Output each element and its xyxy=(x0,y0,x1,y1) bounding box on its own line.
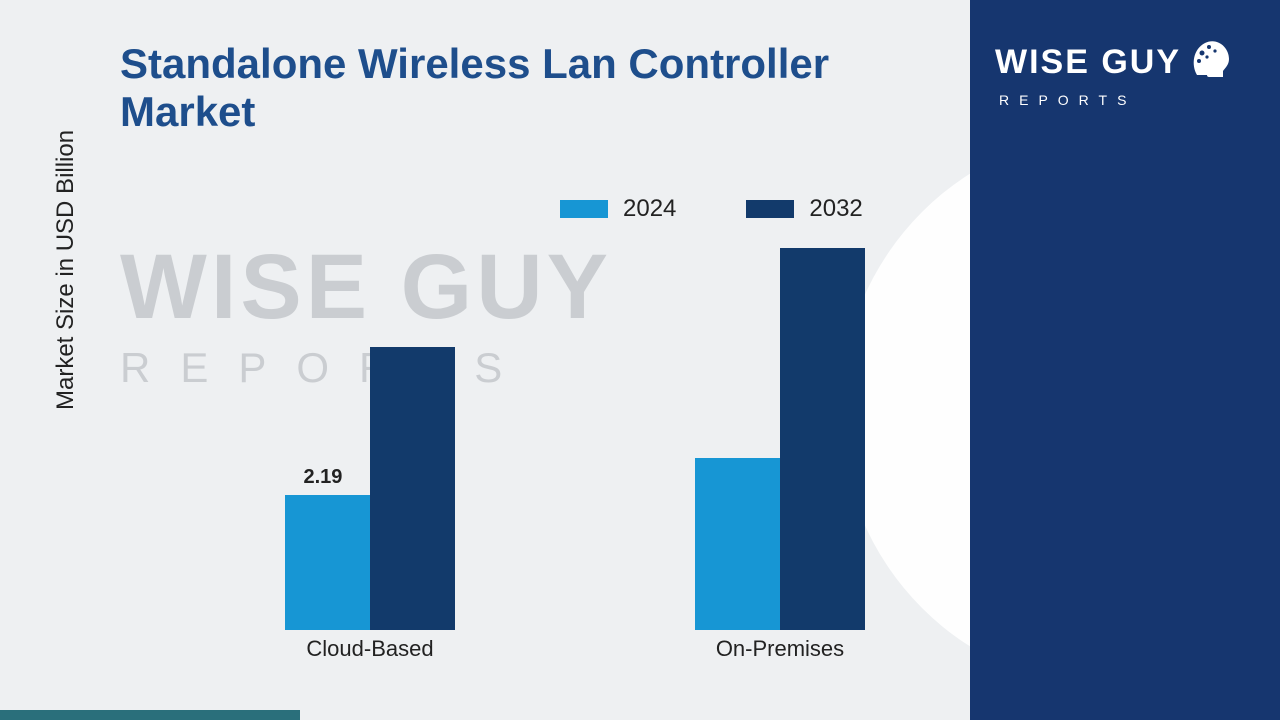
bar-value-label: 2.19 xyxy=(304,466,343,489)
head-icon xyxy=(1187,35,1233,90)
bar xyxy=(370,347,455,630)
chart-canvas: WISE GUY REPORTS WISE GUY REPORTS Standa… xyxy=(0,0,1280,720)
bar xyxy=(285,495,370,630)
legend-swatch-2032 xyxy=(746,200,794,218)
footer-accent-bar xyxy=(0,710,300,720)
legend-item-2032: 2032 xyxy=(746,195,862,223)
y-axis-label: Market Size in USD Billion xyxy=(52,130,80,410)
category-label: Cloud-Based xyxy=(270,636,470,662)
chart-title: Standalone Wireless Lan Controller Marke… xyxy=(120,40,880,137)
brand-logo-main: WISE GUY xyxy=(995,35,1255,90)
bar xyxy=(780,248,865,630)
bar xyxy=(695,458,780,630)
legend: 2024 2032 xyxy=(560,195,863,223)
category-label: On-Premises xyxy=(680,636,880,662)
brand-logo-text: WISE GUY xyxy=(995,43,1181,82)
legend-label-2032: 2032 xyxy=(809,195,862,223)
legend-swatch-2024 xyxy=(560,200,608,218)
brand-logo-sub: REPORTS xyxy=(995,92,1255,108)
plot-area: Cloud-BasedOn-Premises2.19 xyxy=(100,230,970,630)
legend-item-2024: 2024 xyxy=(560,195,676,223)
bar-group xyxy=(695,248,865,630)
brand-logo: WISE GUY REPORTS xyxy=(995,35,1255,108)
right-panel xyxy=(970,0,1280,720)
legend-label-2024: 2024 xyxy=(623,195,676,223)
